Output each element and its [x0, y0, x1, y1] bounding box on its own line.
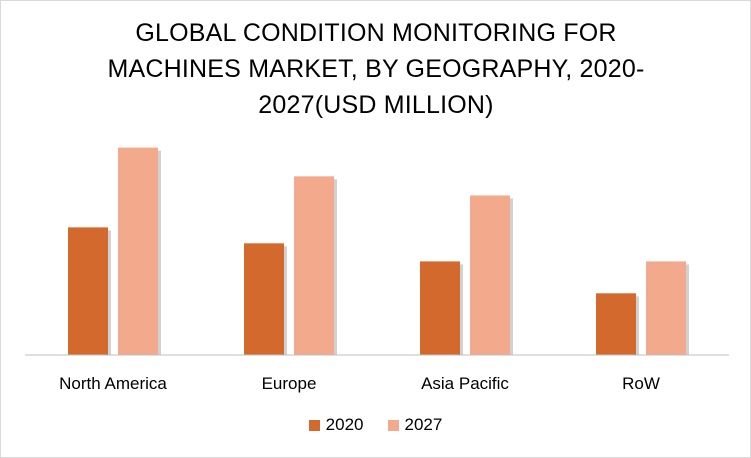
legend-item-2027: 2027 — [387, 415, 443, 435]
bar-row-2027 — [646, 261, 686, 355]
x-tick-label: Europe — [262, 374, 317, 393]
bar-asia-pacific-2027 — [470, 195, 510, 355]
legend-item-2020: 2020 — [308, 415, 364, 435]
bar-row-2020 — [596, 293, 636, 355]
title-line-2: MACHINES MARKET, BY GEOGRAPHY, 2020- — [107, 55, 645, 83]
legend-label-2020: 2020 — [325, 415, 364, 434]
bar-europe-2027 — [294, 176, 334, 355]
x-tick-label: RoW — [622, 374, 660, 393]
chart-legend: 2020 2027 — [1, 415, 750, 435]
bar-north-america-2020 — [68, 227, 108, 355]
title-line-1: GLOBAL CONDITION MONITORING FOR — [135, 19, 617, 47]
bar-asia-pacific-2020 — [420, 261, 460, 355]
legend-swatch-2020 — [308, 419, 320, 431]
legend-label-2027: 2027 — [404, 415, 443, 434]
x-tick-label: North America — [59, 374, 167, 393]
x-tick-label: Asia Pacific — [421, 374, 509, 393]
bar-europe-2020 — [244, 243, 284, 355]
chart-title: GLOBAL CONDITION MONITORING FOR MACHINES… — [61, 15, 691, 123]
legend-swatch-2027 — [387, 419, 399, 431]
bar-north-america-2027 — [118, 147, 158, 355]
title-line-3: 2027(USD MILLION) — [258, 91, 494, 119]
